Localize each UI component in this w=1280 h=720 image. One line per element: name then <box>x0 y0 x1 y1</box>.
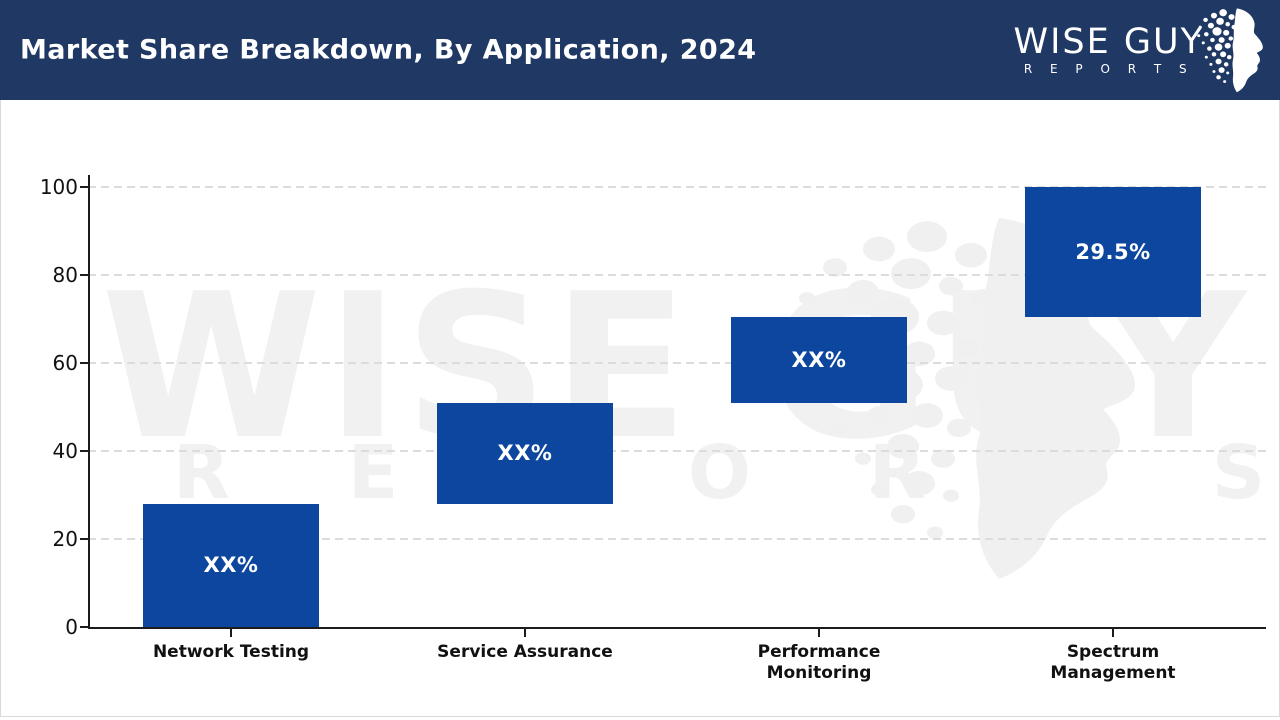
category-label-line: Network Testing <box>152 642 310 662</box>
bar-value-label: XX% <box>791 347 847 372</box>
gridline <box>88 362 1266 364</box>
x-tick-mark <box>1112 629 1114 637</box>
bar-value-label: XX% <box>497 441 553 466</box>
wiseguy-face-icon <box>1188 7 1272 93</box>
gridline <box>88 538 1266 540</box>
bar-network-testing: XX% <box>143 503 319 627</box>
bar-value-label: XX% <box>203 553 259 578</box>
category-label-line: Performance <box>757 642 881 662</box>
bar-value-label: 29.5% <box>1075 239 1151 264</box>
category-label-line: Management <box>1050 663 1176 683</box>
category-label: Network Testing <box>121 642 341 663</box>
y-tick-label: 20 <box>52 527 78 551</box>
category-label-line: Monitoring <box>766 663 872 683</box>
logo-wordmark: WISE GUY <box>1013 22 1204 63</box>
logo-subtitle: R E P O R T S <box>1023 61 1194 76</box>
category-label-line: Service Assurance <box>437 642 613 662</box>
y-tick-mark <box>80 274 88 276</box>
y-tick-mark <box>80 450 88 452</box>
x-axis-line <box>88 627 1266 629</box>
gridline <box>88 450 1266 452</box>
header-bar: Market Share Breakdown, By Application, … <box>0 0 1280 100</box>
category-label: Service Assurance <box>415 642 635 663</box>
y-tick-label: 80 <box>52 263 78 287</box>
y-tick-mark <box>80 538 88 540</box>
bar-service-assurance: XX% <box>437 402 613 504</box>
gridline <box>88 274 1266 276</box>
y-tick-label: 0 <box>65 615 78 639</box>
category-label: Performance Monitoring <box>709 642 929 684</box>
chart-area: WISE GUY R E P O R T S 0 20 40 60 80 100 XX% X… <box>0 100 1280 717</box>
category-label-line: Spectrum <box>1066 642 1160 662</box>
y-tick-mark <box>80 626 88 628</box>
category-label: Spectrum Management <box>1003 642 1223 684</box>
y-tick-label: 40 <box>52 439 78 463</box>
bar-spectrum-management: 29.5% <box>1025 187 1201 317</box>
wiseguy-logo-text: WISE GUY R E P O R T S <box>1013 24 1204 76</box>
x-tick-mark <box>524 629 526 637</box>
bar-performance-monitoring: XX% <box>731 316 907 403</box>
page-title: Market Share Breakdown, By Application, … <box>20 34 757 66</box>
y-axis-line <box>88 175 90 629</box>
y-tick-label: 100 <box>39 175 78 199</box>
x-tick-mark <box>230 629 232 637</box>
wiseguy-logo: WISE GUY R E P O R T S <box>1013 4 1272 96</box>
y-tick-label: 60 <box>52 351 78 375</box>
y-tick-mark <box>80 362 88 364</box>
x-tick-mark <box>818 629 820 637</box>
y-tick-mark <box>80 186 88 188</box>
gridline <box>88 186 1266 188</box>
